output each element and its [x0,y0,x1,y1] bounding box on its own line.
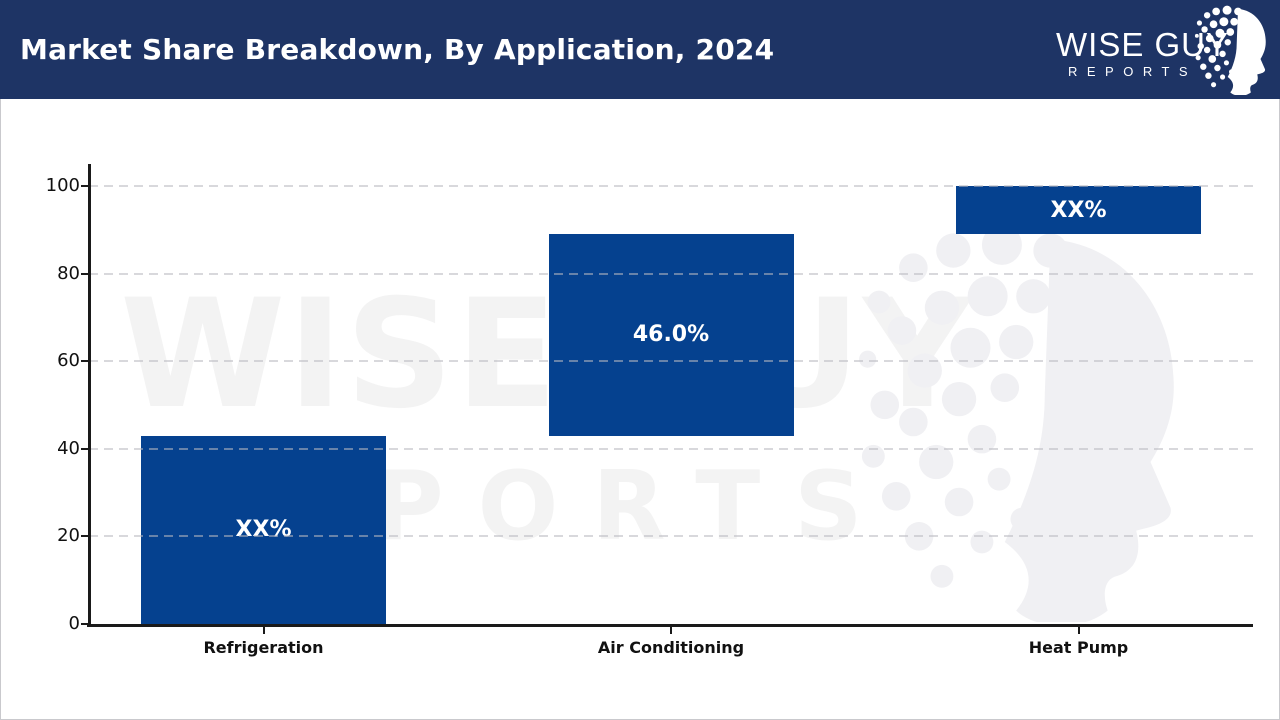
y-axis-tick-label: 60 [57,350,80,372]
y-axis-tick-label: 80 [57,262,80,284]
bar-value-label: 46.0% [632,322,710,348]
gridline-20 [89,535,1253,538]
bar-air-conditioning: 46.0% [548,234,794,436]
x-axis-tick-mark [1077,626,1080,634]
category-label-refrigeration: Refrigeration [203,638,324,657]
x-axis-line [87,624,1253,627]
category-label-air-conditioning: Air Conditioning [597,638,745,657]
y-axis-tick-label: 100 [45,175,80,196]
x-axis-tick-mark [670,626,672,634]
x-axis-tick-mark [262,626,265,634]
y-axis-tick-mark [81,535,89,538]
wiseguy-logo: WISE GUY REPORTS [1012,0,1266,99]
y-axis-tick-label: 20 [57,525,80,547]
y-axis-tick-label: 0 [68,613,80,634]
gridline-40 [89,447,1253,450]
header-bar: Market Share Breakdown, By Application, … [0,0,1280,99]
y-axis-tick-mark [81,623,89,625]
gridline-80 [89,272,1253,275]
y-axis-tick-mark [81,185,89,187]
bar-refrigeration: XX% [141,435,386,624]
logo-head-icon [1194,5,1266,95]
y-axis-tick-mark [81,447,89,450]
gridline-60 [89,360,1253,363]
page-title: Market Share Breakdown, By Application, … [20,33,775,66]
logo-reports-text: REPORTS [1068,64,1198,79]
bar-value-label: XX% [235,517,292,543]
bar-heat-pump: XX% [956,186,1201,235]
y-axis-line [88,164,91,627]
y-axis-tick-mark [81,272,89,275]
bar-value-label: XX% [1050,197,1107,223]
gridline-100 [89,185,1253,187]
y-axis-tick-label: 40 [57,437,80,459]
category-label-heat-pump: Heat Pump [1028,638,1129,657]
y-axis-tick-mark [81,360,89,363]
